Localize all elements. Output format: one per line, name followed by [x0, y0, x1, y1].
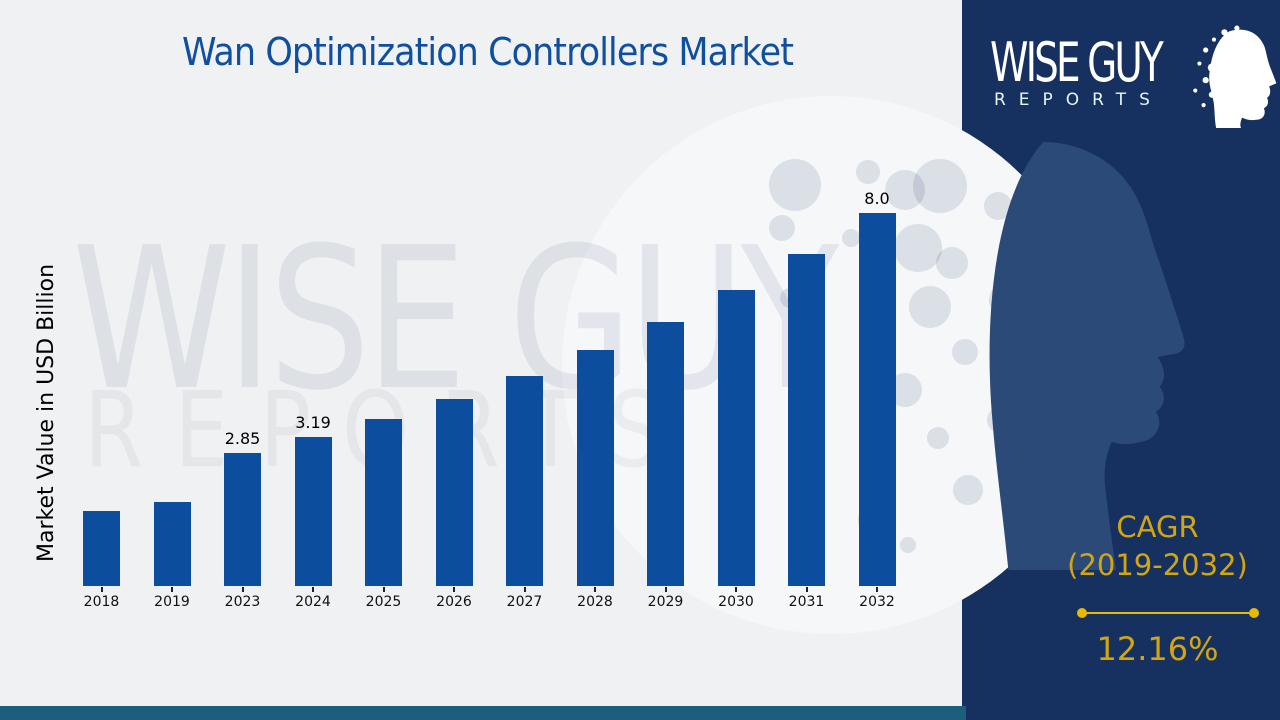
x-axis-tick: [241, 587, 244, 592]
x-axis-tick-label: 2018: [83, 594, 120, 610]
x-axis-tick: [100, 587, 103, 592]
x-axis-tick: [523, 587, 526, 592]
face-profile-silhouette-icon: [989, 142, 1185, 570]
bar: [153, 502, 191, 586]
watermark-dot: [769, 159, 821, 211]
x-axis-tick: [382, 587, 385, 592]
watermark-dot: [936, 247, 968, 279]
cagr-label: CAGR: [1116, 510, 1199, 544]
watermark-reports: REPORTS: [84, 369, 694, 491]
watermark-dot: [927, 427, 949, 449]
x-axis-tick-label: 2026: [436, 594, 472, 610]
x-axis-tick: [453, 587, 455, 592]
y-axis-label: Market Value in USD Billion: [34, 263, 59, 562]
x-axis-tick-label: 2019: [154, 594, 190, 610]
watermark-dot: [858, 510, 878, 530]
bar: [83, 511, 120, 586]
x-axis-tick: [171, 587, 173, 592]
cagr-range: (2019-2032): [1067, 548, 1248, 582]
logo-reports-text: REPORTS: [994, 90, 1163, 110]
watermark-dot: [885, 170, 925, 210]
watermark-dot: [842, 229, 860, 247]
watermark-dot: [952, 339, 978, 365]
x-axis-tick-label: 2027: [506, 594, 543, 610]
cagr-value: 12.16%: [1096, 630, 1219, 668]
watermark-dot: [909, 286, 951, 328]
watermark-dot: [953, 475, 983, 505]
watermark-dot: [856, 160, 880, 184]
chart-title: Wan Optimization Controllers Market: [181, 30, 794, 74]
watermark-dot: [894, 224, 942, 272]
dotted-head-profile-icon: [1193, 25, 1277, 128]
watermark-dot: [888, 373, 922, 407]
x-axis-tick: [664, 587, 667, 592]
logo-wordmark: WISE GUY: [990, 31, 1164, 94]
x-axis-tick: [312, 587, 314, 592]
x-axis-tick-label: 2025: [365, 594, 402, 610]
watermark-dot: [900, 537, 916, 553]
x-axis-tick-label: 2023: [224, 594, 261, 610]
bottom-accent-bar: [0, 706, 966, 720]
watermark-dot: [913, 159, 967, 213]
x-axis-tick-label: 2029: [647, 594, 684, 610]
x-axis-tick-label: 2028: [577, 594, 613, 610]
x-axis-tick: [594, 587, 596, 592]
watermark-dot: [780, 288, 800, 308]
watermark-wordmark: WISE GUY: [72, 206, 839, 434]
watermark-dot: [769, 215, 795, 241]
cagr-divider-line: [1077, 608, 1259, 618]
x-axis-tick-label: 2024: [295, 594, 331, 610]
